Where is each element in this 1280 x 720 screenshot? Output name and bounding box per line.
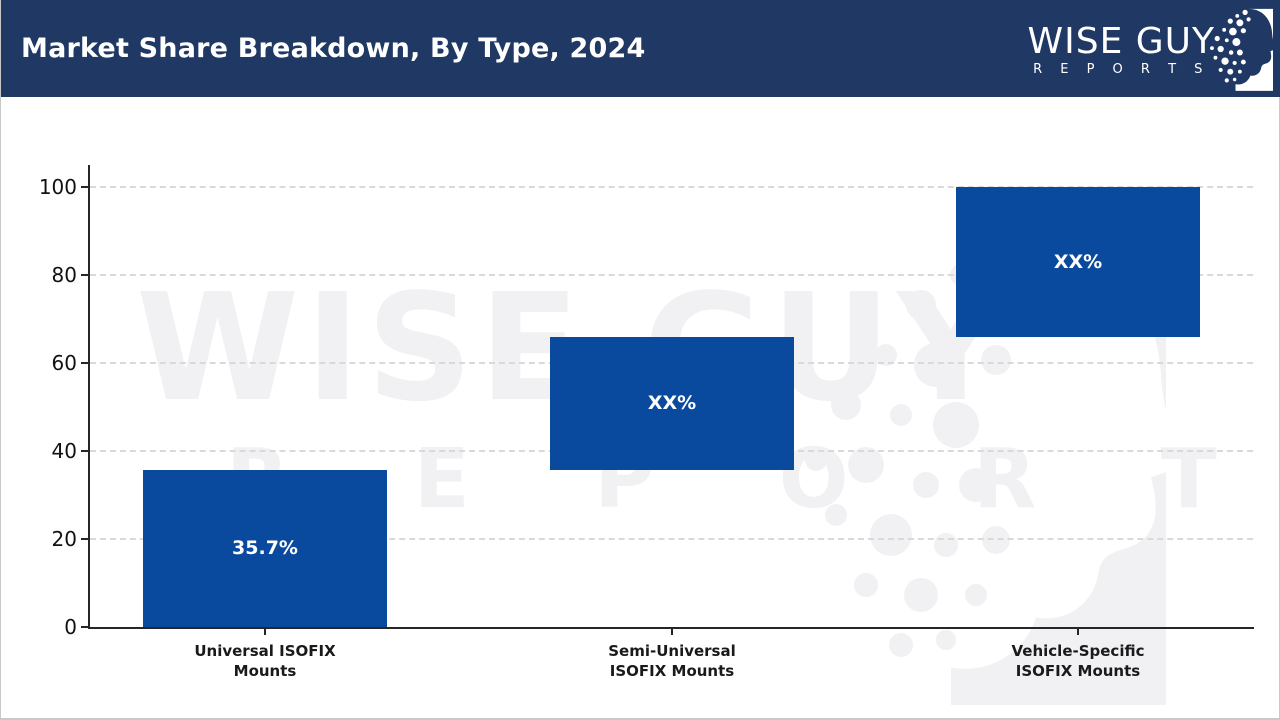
y-tick-80 (81, 274, 88, 276)
logo-reports-label: R E P O R T S (1033, 62, 1210, 77)
category-label-line: ISOFIX Mounts (609, 662, 735, 680)
bar-value-label-1: 35.7% (232, 537, 298, 560)
y-tick-20 (81, 538, 88, 540)
wiseguy-logo: WISE GUY R E P O R T S (1023, 0, 1273, 97)
gridline-100 (90, 186, 1253, 188)
x-tick-1 (264, 629, 266, 635)
y-axis-spine (88, 165, 90, 629)
y-tick-0 (81, 626, 88, 628)
x-tick-2 (671, 629, 673, 635)
gridline-80 (90, 274, 1253, 276)
category-label-line: Vehicle-Specific (1011, 642, 1145, 660)
y-tick-60 (81, 362, 88, 364)
logo-text: WISE GUY R E P O R T S (1028, 24, 1216, 79)
y-tick-label-100: 100 (38, 175, 77, 199)
y-tick-label-20: 20 (51, 527, 77, 551)
y-tick-label-40: 40 (51, 439, 77, 463)
logo-face-icon (1210, 8, 1273, 91)
chart-title: Market Share Breakdown, By Type, 2024 (21, 33, 646, 64)
category-label-line: Semi-Universal (608, 642, 736, 660)
category-label-3: Vehicle-Specific ISOFIX Mounts (918, 641, 1238, 681)
category-label-line: Universal ISOFIX (194, 642, 336, 660)
header: Market Share Breakdown, By Type, 2024 WI… (1, 0, 1280, 97)
gridline-20 (90, 538, 1253, 540)
x-tick-3 (1077, 629, 1079, 635)
category-label-1: Universal ISOFIX Mounts (105, 641, 425, 681)
category-label-2: Semi-Universal ISOFIX Mounts (512, 641, 832, 681)
y-tick-label-80: 80 (51, 263, 77, 287)
category-label-line: Mounts (233, 662, 297, 680)
bar-segment-3 (956, 187, 1200, 337)
y-tick-label-0: 0 (64, 615, 77, 639)
bar-value-label-3: XX% (1053, 250, 1103, 273)
category-label-line: ISOFIX Mounts (1015, 662, 1141, 680)
logo-wiseguy-label: WISE GUY (1027, 21, 1215, 62)
y-tick-100 (81, 186, 88, 188)
bar-value-label-2: XX% (647, 392, 697, 415)
x-axis-spine (88, 627, 1254, 629)
bar-segment-2 (550, 336, 794, 470)
y-tick-label-60: 60 (51, 351, 77, 375)
bar-segment-1 (143, 469, 387, 627)
y-tick-40 (81, 450, 88, 452)
